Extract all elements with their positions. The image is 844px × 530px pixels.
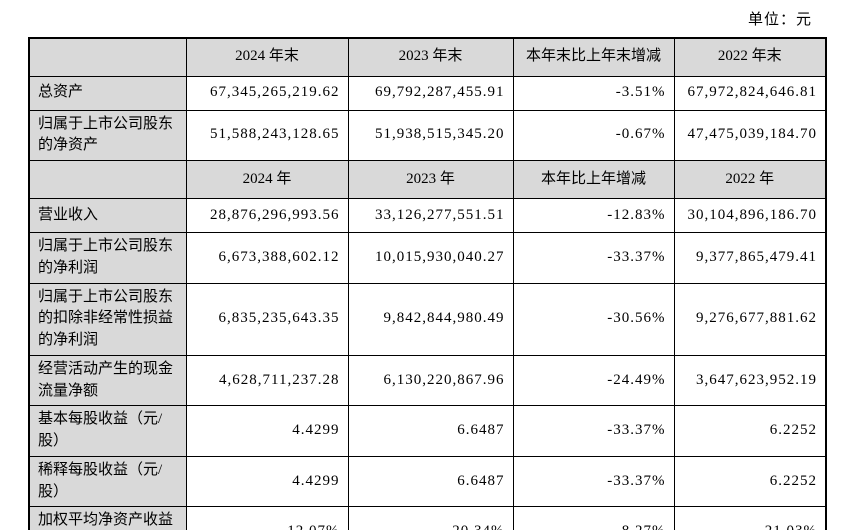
value-change: -24.49% [512,354,675,407]
row-label: 稀释每股收益（元/股） [28,455,187,508]
table-header-row-annual: 2024 年 2023 年 本年比上年增减 2022 年 [28,160,827,199]
header-cell-blank [28,160,187,199]
value-change: -8.27% [512,506,675,530]
value-2023: 33,126,277,551.51 [347,198,514,233]
value-2023: 6,130,220,867.96 [347,354,514,407]
row-label: 营业收入 [28,198,187,233]
value-2022: 21.03% [673,506,827,530]
header-cell-2024-yearend: 2024 年末 [185,37,349,77]
header-cell-2024: 2024 年 [185,160,349,199]
table-row-total-assets: 总资产 67,345,265,219.62 69,792,287,455.91 … [28,75,827,111]
value-change: -33.37% [512,405,675,457]
header-cell-yoy-yearend-change: 本年末比上年末增减 [512,37,675,77]
value-change: -3.51% [512,75,675,111]
value-2023: 6.6487 [347,455,514,508]
value-2023: 69,792,287,455.91 [347,75,514,111]
header-cell-yoy-change: 本年比上年增减 [512,160,675,199]
value-2024: 6,673,388,602.12 [185,232,349,284]
table-row-net-assets: 归属于上市公司股东的净资产 51,588,243,128.65 51,938,5… [28,109,827,161]
row-label: 加权平均净资产收益率 [28,506,187,530]
table-row-net-profit: 归属于上市公司股东的净利润 6,673,388,602.12 10,015,93… [28,232,827,284]
value-change: -12.83% [512,198,675,233]
header-cell-2022: 2022 年 [673,160,827,199]
table-row-basic-eps: 基本每股收益（元/股） 4.4299 6.6487 -33.37% 6.2252 [28,405,827,457]
value-2023: 9,842,844,980.49 [347,282,514,356]
value-2024: 51,588,243,128.65 [185,109,349,161]
table-row-diluted-eps: 稀释每股收益（元/股） 4.4299 6.6487 -33.37% 6.2252 [28,455,827,508]
table-row-operating-revenue: 营业收入 28,876,296,993.56 33,126,277,551.51… [28,198,827,233]
value-2023: 51,938,515,345.20 [347,109,514,161]
table-row-operating-cash-flow: 经营活动产生的现金流量净额 4,628,711,237.28 6,130,220… [28,354,827,407]
value-2024: 4.4299 [185,405,349,457]
value-2024: 67,345,265,219.62 [185,75,349,111]
header-cell-blank [28,37,187,77]
unit-label: 单位：元 [747,12,812,28]
value-2024: 28,876,296,993.56 [185,198,349,233]
row-label: 归属于上市公司股东的净资产 [28,109,187,161]
value-change: -0.67% [512,109,675,161]
row-label: 总资产 [28,75,187,111]
value-change: -30.56% [512,282,675,356]
value-2022: 6.2252 [673,455,827,508]
value-2022: 67,972,824,646.81 [673,75,827,111]
value-change: -33.37% [512,232,675,284]
row-label: 经营活动产生的现金流量净额 [28,354,187,407]
value-2024: 12.07% [185,506,349,530]
value-2023: 10,015,930,040.27 [347,232,514,284]
header-cell-2023: 2023 年 [347,160,514,199]
table-header-row-yearend: 2024 年末 2023 年末 本年末比上年末增减 2022 年末 [28,37,827,77]
row-label: 归属于上市公司股东的扣除非经常性损益的净利润 [28,282,187,356]
value-2022: 47,475,039,184.70 [673,109,827,161]
row-label: 基本每股收益（元/股） [28,405,187,457]
value-2023: 20.34% [347,506,514,530]
value-2023: 6.6487 [347,405,514,457]
financial-summary-table: 2024 年末 2023 年末 本年末比上年末增减 2022 年末 总资产 67… [28,37,827,530]
table-row-net-profit-excl-nonrecurring: 归属于上市公司股东的扣除非经常性损益的净利润 6,835,235,643.35 … [28,282,827,356]
row-label: 归属于上市公司股东的净利润 [28,232,187,284]
value-2024: 6,835,235,643.35 [185,282,349,356]
table-row-weighted-average-roe: 加权平均净资产收益率 12.07% 20.34% -8.27% 21.03% [28,506,827,530]
header-cell-2022-yearend: 2022 年末 [673,37,827,77]
value-2022: 6.2252 [673,405,827,457]
value-2024: 4.4299 [185,455,349,508]
value-2022: 3,647,623,952.19 [673,354,827,407]
value-2024: 4,628,711,237.28 [185,354,349,407]
header-cell-2023-yearend: 2023 年末 [347,37,514,77]
value-2022: 9,377,865,479.41 [673,232,827,284]
value-2022: 9,276,677,881.62 [673,282,827,356]
value-2022: 30,104,896,186.70 [673,198,827,233]
value-change: -33.37% [512,455,675,508]
